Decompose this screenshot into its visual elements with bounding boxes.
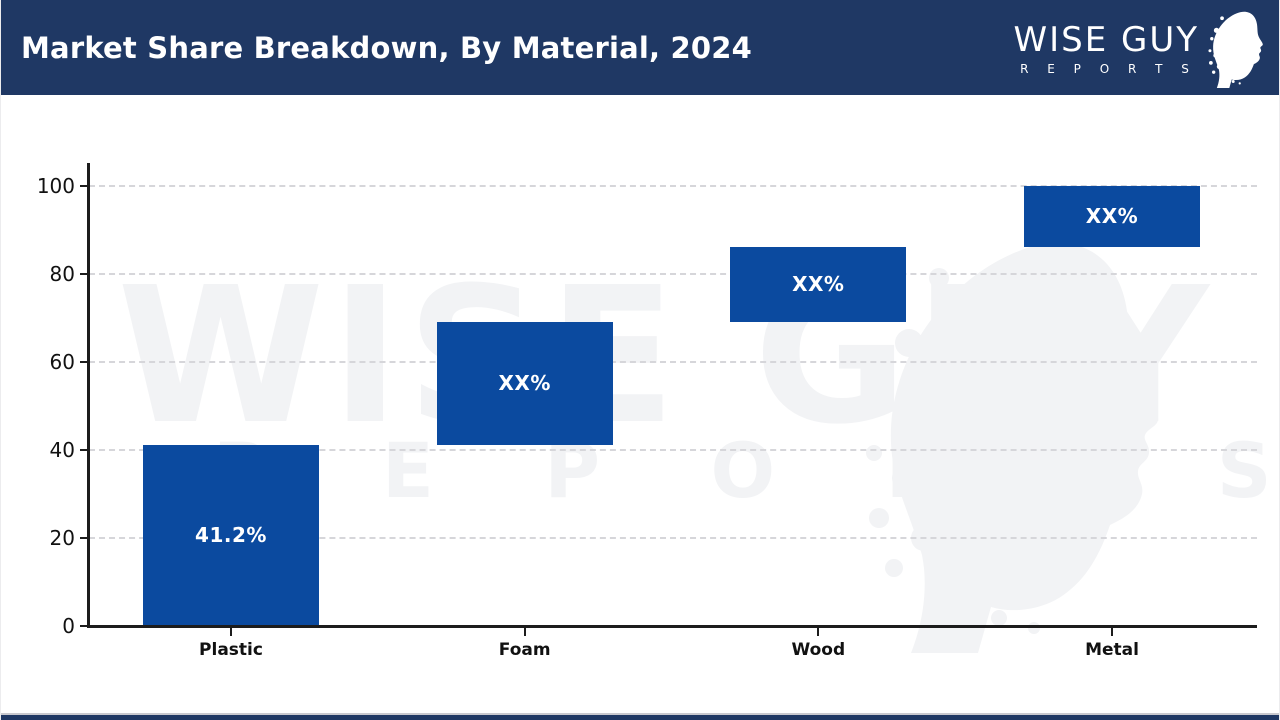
gridline-20 <box>89 537 1257 539</box>
ytick-label-20: 20 <box>49 526 75 550</box>
footer-hairline <box>1 713 1279 715</box>
x-label-foam: Foam <box>498 640 551 660</box>
header-bar: Market Share Breakdown, By Material, 202… <box>1 0 1279 95</box>
ytick-label-40: 40 <box>49 438 75 462</box>
bar-wood: XX% <box>730 246 907 322</box>
x-label-plastic: Plastic <box>199 640 263 660</box>
bar-value-label-foam: XX% <box>498 371 551 396</box>
bar-value-label-metal: XX% <box>1085 204 1139 229</box>
page-title: Market Share Breakdown, By Material, 202… <box>21 30 753 65</box>
bar-plastic: 41.2% <box>143 444 319 626</box>
brand-logo: WISE GUY R E P O R T S <box>1013 6 1269 90</box>
bar-metal: XX% <box>1024 186 1200 247</box>
ytick-label-60: 60 <box>49 350 75 374</box>
ytick-100 <box>80 185 89 187</box>
brand-subname: R E P O R T S <box>1020 62 1197 76</box>
x-label-wood: Wood <box>791 640 846 660</box>
x-axis-spine <box>87 625 1257 628</box>
xtick-plastic <box>230 628 232 636</box>
xtick-foam <box>523 628 526 636</box>
x-label-metal: Metal <box>1085 640 1139 660</box>
ytick-20 <box>80 537 89 539</box>
gridline-100 <box>89 185 1257 187</box>
brand-name: WISE GUY <box>1013 20 1199 60</box>
gridline-40 <box>89 449 1257 451</box>
y-axis-spine <box>87 163 90 628</box>
brand-head-icon <box>1203 8 1269 88</box>
bar-value-label-wood: XX% <box>792 272 845 297</box>
ytick-60 <box>80 361 89 363</box>
ytick-40 <box>80 449 89 451</box>
ytick-label-0: 0 <box>62 614 75 638</box>
footer-strip <box>1 715 1279 720</box>
xtick-metal <box>1111 628 1113 636</box>
bar-foam: XX% <box>436 321 613 445</box>
ytick-label-80: 80 <box>49 262 75 286</box>
chart-area: WISE GUY R E P O R T S 0 20 40 60 80 100 41.2%… <box>1 95 1279 714</box>
xtick-wood <box>817 628 820 636</box>
brand-logo-text: WISE GUY R E P O R T S <box>1013 20 1199 76</box>
ytick-80 <box>80 273 89 275</box>
ytick-label-100: 100 <box>36 174 75 198</box>
ytick-0 <box>80 625 89 627</box>
gridline-60 <box>89 361 1257 363</box>
gridline-80 <box>89 273 1257 275</box>
bar-value-label-plastic: 41.2% <box>195 523 267 548</box>
